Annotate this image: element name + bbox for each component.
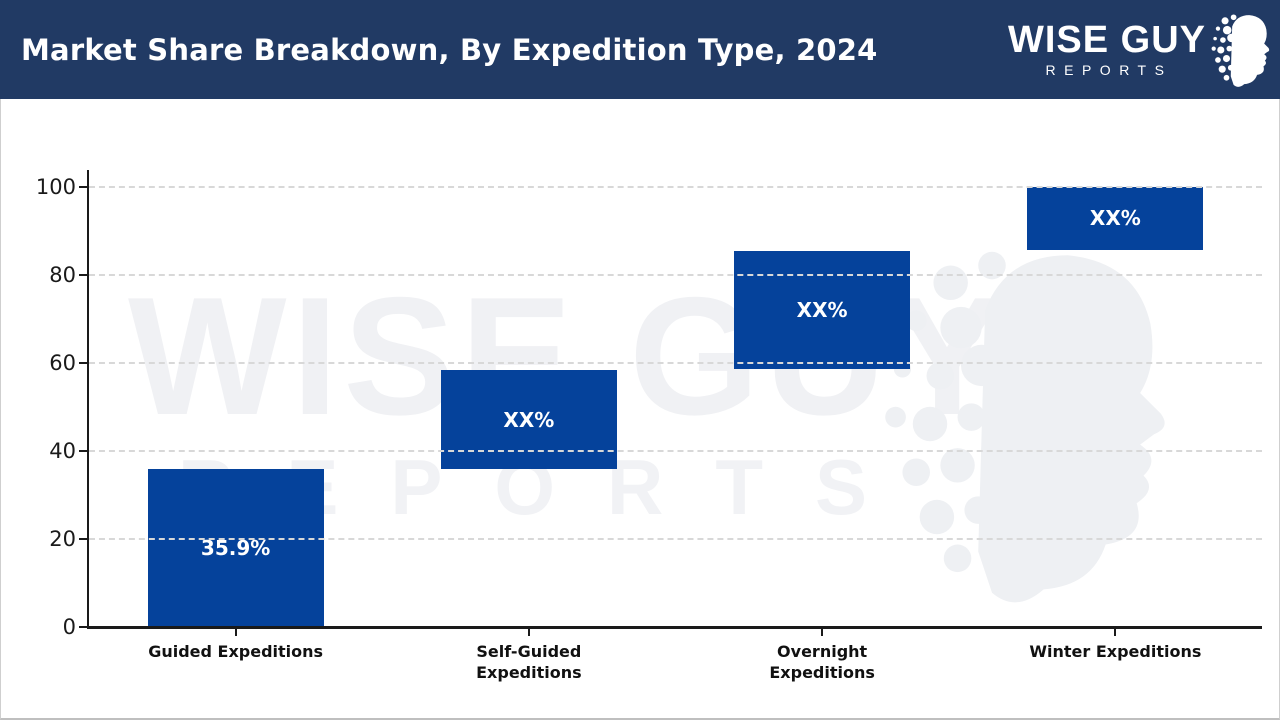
logo-primary-text: WISE GUY (1007, 19, 1206, 61)
y-axis-line (87, 170, 89, 627)
x-tick-mark (234, 629, 237, 636)
gridline (89, 450, 1262, 452)
y-tick-mark (79, 626, 87, 628)
y-tick-label: 100 (35, 175, 76, 199)
bar-value-label: XX% (503, 407, 555, 432)
gridline (89, 538, 1262, 540)
x-tick-mark (1114, 629, 1117, 636)
x-category-label: Self-Guided Expeditions (476, 642, 582, 682)
gridline (89, 362, 1262, 364)
y-tick-label: 40 (49, 439, 76, 463)
y-tick-label: 60 (49, 351, 76, 375)
x-tick-mark (821, 629, 824, 636)
x-category-label: Winter Expeditions (1029, 642, 1202, 661)
bar-value-label: XX% (796, 297, 848, 322)
logo-text: WISE GUY REPORTS (1008, 21, 1206, 78)
y-tick-mark (79, 274, 87, 276)
bar-value-label: XX% (1089, 206, 1141, 231)
y-tick-label: 0 (62, 615, 76, 639)
bar: 35.9% (147, 469, 324, 627)
y-tick-mark (79, 186, 87, 188)
wise-guy-logo: WISE GUY REPORTS (1008, 0, 1272, 99)
y-tick-mark (79, 538, 87, 540)
y-tick-label: 20 (49, 527, 76, 551)
y-tick-mark (79, 362, 87, 364)
logo-secondary-text: REPORTS (1045, 62, 1173, 78)
logo-face-icon (1211, 13, 1270, 87)
y-tick-label: 80 (49, 263, 76, 287)
x-axis-line (87, 626, 1262, 629)
x-category-label: Overnight Expeditions (769, 642, 875, 682)
watermark-face-icon (885, 251, 1165, 603)
waterfall-chart: 0 20 40 60 80 100 35.9% Guided Expeditions XX% Se… (0, 99, 1280, 720)
bar: XX% (734, 250, 911, 370)
x-category-label: Guided Expeditions (148, 642, 324, 661)
y-tick-mark (79, 450, 87, 452)
header-bar: Market Share Breakdown, By Expedition Ty… (0, 0, 1280, 99)
bar: XX% (1027, 187, 1204, 250)
page-title: Market Share Breakdown, By Expedition Ty… (21, 32, 878, 67)
gridline (89, 274, 1262, 276)
gridline (89, 186, 1262, 188)
bar: XX% (440, 370, 617, 470)
x-tick-mark (527, 629, 530, 636)
bar-value-label: 35.9% (200, 536, 271, 560)
